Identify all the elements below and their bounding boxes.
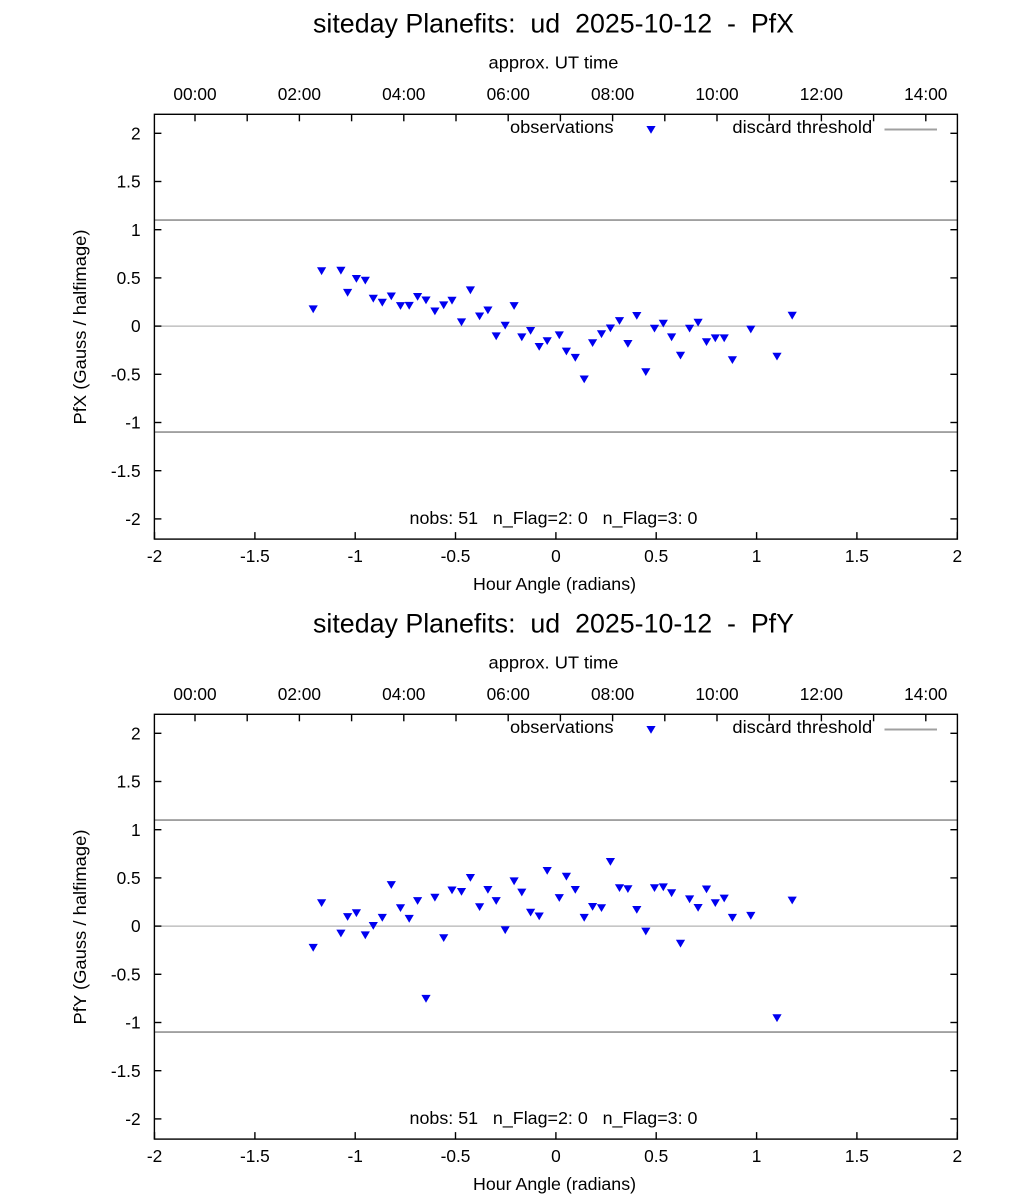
svg-text:1: 1	[752, 1146, 762, 1166]
svg-text:14:00: 14:00	[904, 684, 947, 704]
svg-text:observations: observations	[510, 717, 614, 737]
svg-text:-2: -2	[125, 1109, 140, 1129]
svg-text:observations: observations	[510, 117, 614, 137]
svg-text:-0.5: -0.5	[111, 964, 141, 984]
svg-text:02:00: 02:00	[278, 684, 321, 704]
svg-text:2: 2	[952, 1146, 962, 1166]
svg-text:1.5: 1.5	[117, 172, 141, 192]
svg-text:2: 2	[131, 123, 141, 143]
svg-text:04:00: 04:00	[382, 684, 425, 704]
svg-text:1: 1	[752, 546, 762, 566]
svg-text:08:00: 08:00	[591, 84, 634, 104]
svg-text:10:00: 10:00	[695, 684, 738, 704]
svg-text:08:00: 08:00	[591, 684, 634, 704]
svg-text:-1.5: -1.5	[111, 461, 141, 481]
svg-text:-1: -1	[125, 1013, 140, 1033]
svg-text:00:00: 00:00	[173, 684, 216, 704]
svg-text:06:00: 06:00	[487, 684, 530, 704]
svg-text:-1: -1	[348, 1146, 363, 1166]
svg-text:06:00: 06:00	[487, 84, 530, 104]
svg-text:-0.5: -0.5	[441, 1146, 471, 1166]
svg-text:0: 0	[131, 916, 141, 936]
svg-text:PfY (Gauss / halfimage): PfY (Gauss / halfimage)	[70, 830, 90, 1025]
svg-text:-1: -1	[348, 546, 363, 566]
svg-text:siteday Planefits: ud 2025-1: siteday Planefits: ud 2025-10-12 - PfY	[313, 608, 794, 638]
svg-text:0: 0	[131, 316, 141, 336]
svg-text:-1: -1	[125, 413, 140, 433]
svg-text:14:00: 14:00	[904, 84, 947, 104]
svg-text:12:00: 12:00	[800, 84, 843, 104]
svg-text:siteday Planefits: ud 2025-1: siteday Planefits: ud 2025-10-12 - PfX	[313, 8, 794, 38]
svg-text:-2: -2	[147, 546, 162, 566]
svg-text:10:00: 10:00	[695, 84, 738, 104]
svg-text:1.5: 1.5	[845, 1146, 869, 1166]
svg-text:-1.5: -1.5	[240, 1146, 270, 1166]
svg-text:0: 0	[551, 546, 561, 566]
svg-text:04:00: 04:00	[382, 84, 425, 104]
svg-text:nobs: 51 n_Flag=2: 0 n_Fla: nobs: 51 n_Flag=2: 0 n_Flag=3: 0	[410, 1108, 698, 1128]
svg-text:Hour Angle (radians): Hour Angle (radians)	[473, 1174, 636, 1194]
svg-text:0.5: 0.5	[117, 868, 141, 888]
svg-text:12:00: 12:00	[800, 684, 843, 704]
svg-text:-2: -2	[147, 1146, 162, 1166]
svg-text:2: 2	[952, 546, 962, 566]
svg-text:02:00: 02:00	[278, 84, 321, 104]
svg-text:0.5: 0.5	[117, 268, 141, 288]
svg-text:approx. UT time: approx. UT time	[489, 52, 619, 72]
svg-text:nobs: 51 n_Flag=2: 0 n_Fla: nobs: 51 n_Flag=2: 0 n_Flag=3: 0	[410, 508, 698, 528]
svg-text:-0.5: -0.5	[441, 546, 471, 566]
svg-text:1.5: 1.5	[845, 546, 869, 566]
svg-text:-0.5: -0.5	[111, 364, 141, 384]
svg-text:2: 2	[131, 723, 141, 743]
svg-text:discard threshold: discard threshold	[732, 717, 872, 737]
svg-text:PfX (Gauss / halfimage): PfX (Gauss / halfimage)	[70, 230, 90, 425]
svg-text:00:00: 00:00	[173, 84, 216, 104]
svg-text:discard threshold: discard threshold	[732, 117, 872, 137]
svg-text:-1.5: -1.5	[240, 546, 270, 566]
svg-text:1: 1	[131, 820, 141, 840]
svg-text:Hour Angle (radians): Hour Angle (radians)	[473, 574, 636, 594]
svg-text:0.5: 0.5	[644, 546, 668, 566]
svg-text:0: 0	[551, 1146, 561, 1166]
svg-text:approx. UT time: approx. UT time	[489, 652, 619, 672]
svg-text:1: 1	[131, 220, 141, 240]
svg-text:0.5: 0.5	[644, 1146, 668, 1166]
svg-text:1.5: 1.5	[117, 772, 141, 792]
svg-text:-2: -2	[125, 509, 140, 529]
svg-text:-1.5: -1.5	[111, 1061, 141, 1081]
